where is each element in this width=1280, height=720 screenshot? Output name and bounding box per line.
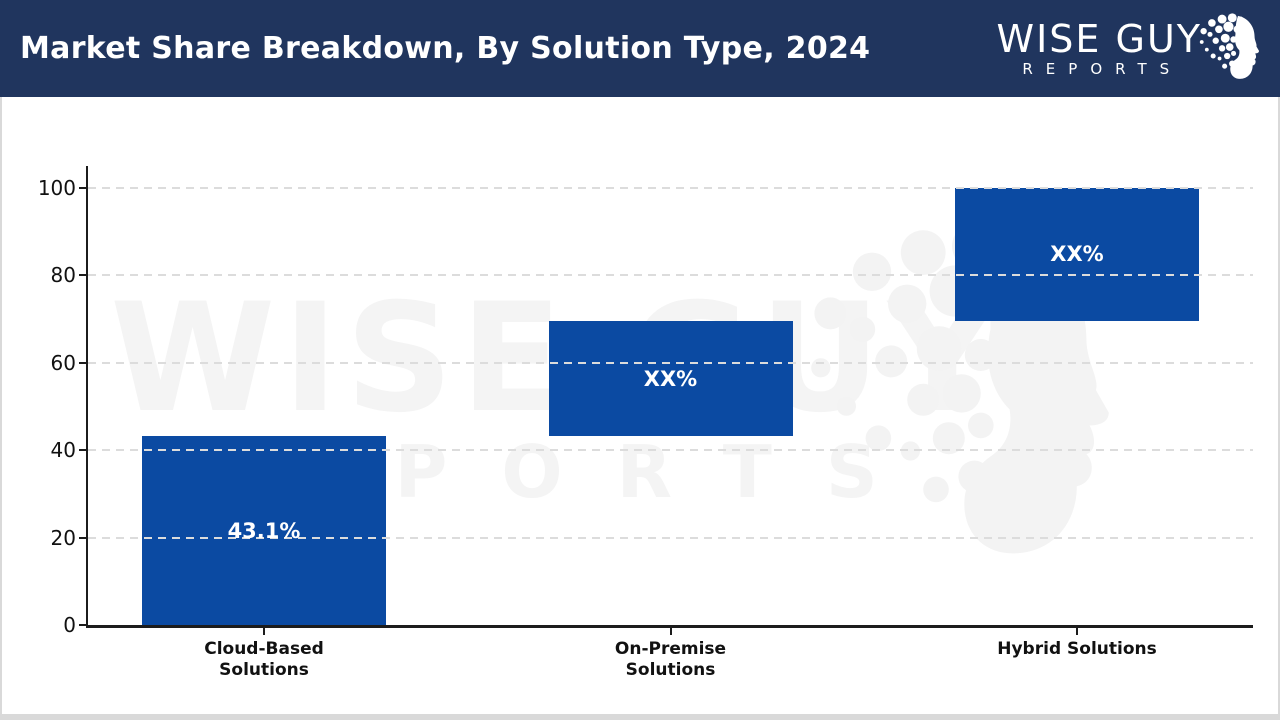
bar-segment (548, 321, 793, 437)
x-category-label: Hybrid Solutions (907, 639, 1247, 660)
logo-face-icon (1199, 12, 1259, 79)
wise-guy-reports-logo: WISE GUY REPORTS (997, 11, 1266, 87)
y-axis-tick-label: 0 (63, 613, 76, 637)
y-axis-tick-mark (79, 449, 88, 451)
logo-subtitle: REPORTS (1022, 60, 1183, 78)
bar-value-label: XX% (643, 366, 698, 391)
bar-value-label: XX% (1050, 242, 1104, 267)
y-axis-tick-label: 80 (50, 263, 76, 287)
y-grid-line (88, 274, 1253, 276)
x-category-label-line: On-Premise (614, 639, 727, 659)
y-grid-line (88, 361, 1253, 364)
y-axis-tick-mark (79, 624, 88, 626)
x-category-label-line: Cloud-Based (204, 639, 324, 659)
y-axis-tick-mark (79, 186, 88, 189)
header-bar: Market Share Breakdown, By Solution Type… (0, 0, 1280, 97)
logo-text: WISE GUY REPORTS (997, 20, 1202, 77)
y-axis-tick-mark (79, 361, 88, 364)
y-axis-tick-mark (79, 536, 88, 539)
x-category-label-line: Hybrid Solutions (997, 639, 1157, 659)
y-grid-line (88, 449, 1253, 451)
x-category-label: Cloud-Based Solutions (94, 639, 434, 682)
y-grid-line (88, 536, 1253, 539)
logo-wordmark: WISE GUY (996, 17, 1202, 61)
x-category-label-line: Solutions (219, 660, 309, 681)
y-axis-tick-mark (79, 274, 88, 276)
y-axis-tick-label: 20 (50, 525, 76, 550)
y-axis-tick-label: 100 (37, 175, 76, 200)
x-category-label: On-Premise Solutions (501, 639, 841, 682)
y-axis-tick-label: 60 (50, 350, 76, 375)
x-category-label-line: Solutions (625, 660, 716, 681)
x-axis-line (86, 625, 1253, 628)
bar-value-label: 43.1% (227, 518, 301, 543)
x-axis-tick-mark (263, 628, 265, 635)
x-axis-tick-mark (669, 628, 672, 635)
x-axis-tick-mark (1076, 628, 1078, 635)
y-grid-line (88, 186, 1253, 189)
page-title: Market Share Breakdown, By Solution Type… (20, 31, 871, 66)
bar-segment (142, 436, 386, 625)
y-axis-tick-label: 40 (50, 438, 76, 462)
bar-segment (955, 187, 1199, 322)
y-axis-line (86, 165, 88, 628)
